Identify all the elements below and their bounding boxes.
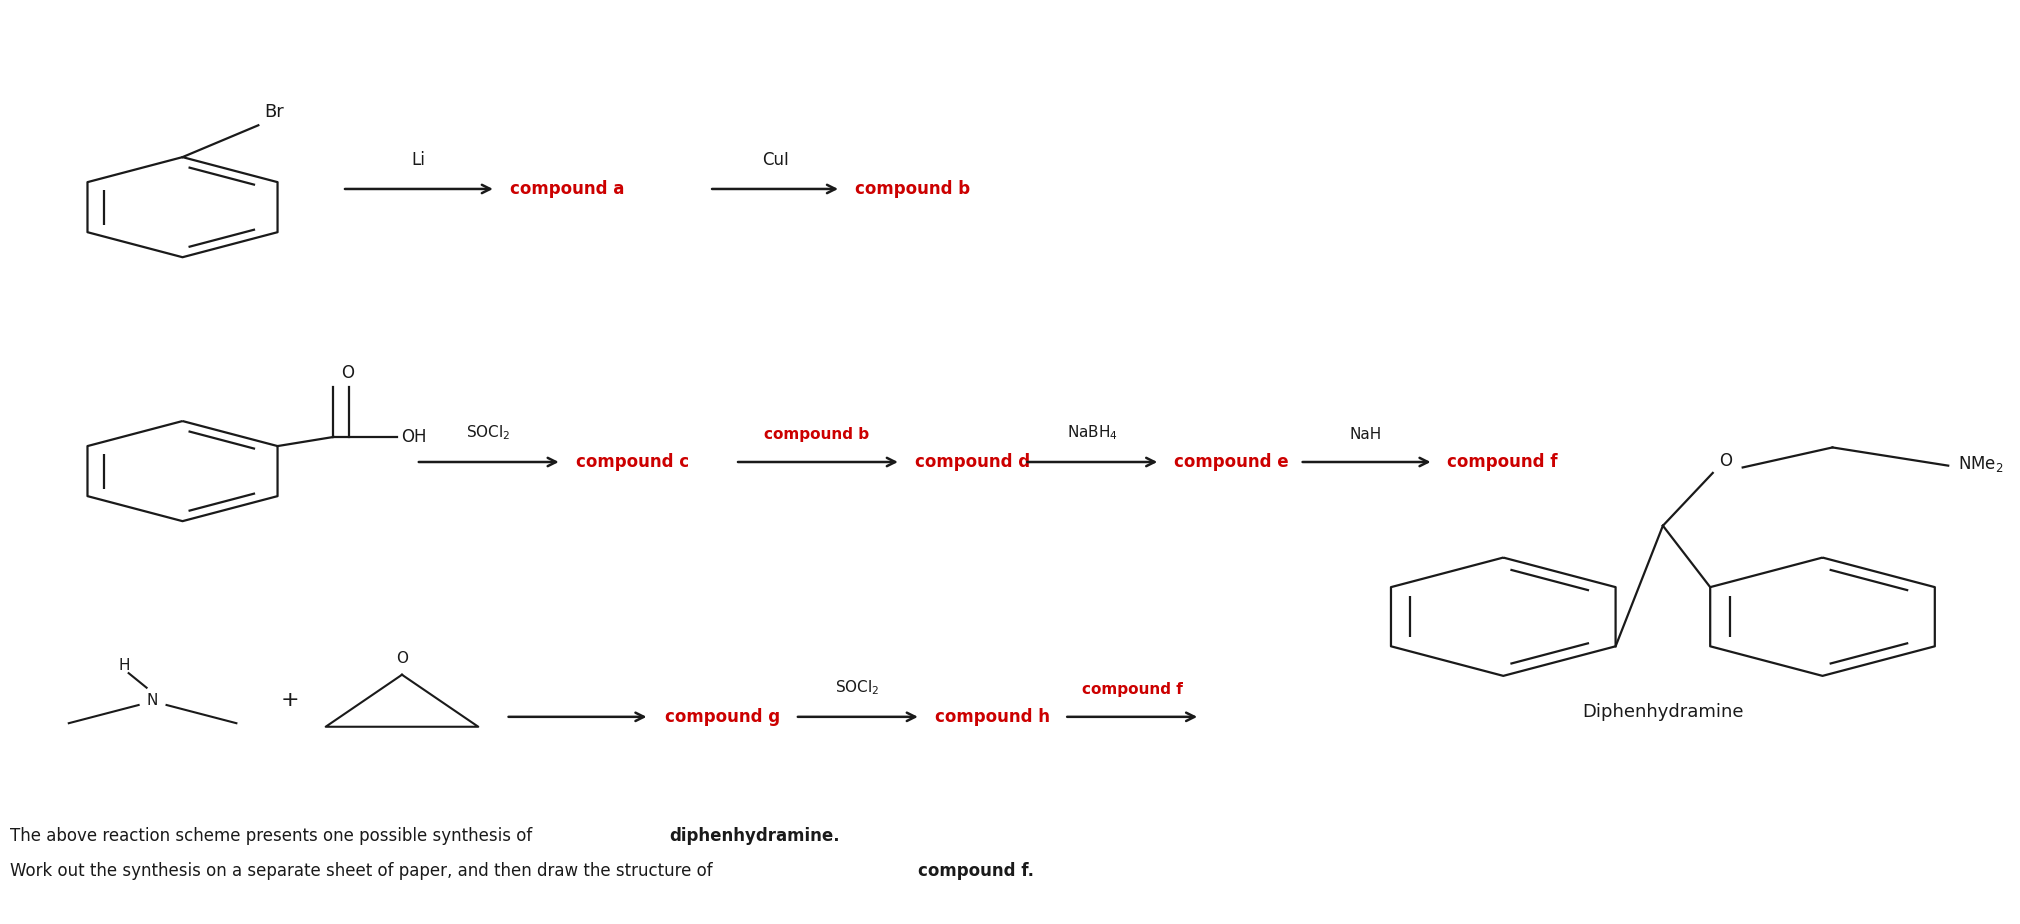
Text: NaBH$_4$: NaBH$_4$ <box>1067 423 1117 442</box>
Text: compound f: compound f <box>1083 682 1182 697</box>
Text: +: + <box>281 690 299 711</box>
Text: The above reaction scheme presents one possible synthesis of: The above reaction scheme presents one p… <box>10 828 537 845</box>
Text: SOCl$_2$: SOCl$_2$ <box>834 678 879 697</box>
Text: NMe$_2$: NMe$_2$ <box>1957 454 2004 474</box>
Text: NaH: NaH <box>1349 427 1382 442</box>
Text: compound f.: compound f. <box>917 862 1034 880</box>
Text: compound b: compound b <box>854 180 970 198</box>
Text: compound g: compound g <box>665 708 780 726</box>
Text: The above reaction scheme presents one possible synthesis of: The above reaction scheme presents one p… <box>10 828 537 845</box>
Text: H: H <box>119 658 131 674</box>
Text: compound b: compound b <box>764 427 869 442</box>
Text: compound c: compound c <box>576 453 689 471</box>
Text: compound d: compound d <box>915 453 1030 471</box>
Text: compound h: compound h <box>935 708 1050 726</box>
Text: OH: OH <box>402 428 426 446</box>
Text: O: O <box>396 650 408 665</box>
Text: O: O <box>1719 452 1731 470</box>
Text: compound f: compound f <box>1448 453 1557 471</box>
Text: N: N <box>147 693 158 708</box>
Text: diphenhydramine.: diphenhydramine. <box>669 828 840 845</box>
Text: compound e: compound e <box>1174 453 1289 471</box>
Text: Li: Li <box>410 151 424 169</box>
Text: compound a: compound a <box>509 180 624 198</box>
Text: O: O <box>341 364 353 383</box>
Text: SOCl$_2$: SOCl$_2$ <box>465 423 509 442</box>
Text: Work out the synthesis on a separate sheet of paper, and then draw the structure: Work out the synthesis on a separate she… <box>10 862 717 880</box>
Text: Br: Br <box>265 103 285 121</box>
Text: Diphenhydramine: Diphenhydramine <box>1582 703 1743 722</box>
Text: CuI: CuI <box>762 151 788 169</box>
Text: The above reaction scheme presents one possible synthesis of diphenhydramine.: The above reaction scheme presents one p… <box>10 828 689 845</box>
